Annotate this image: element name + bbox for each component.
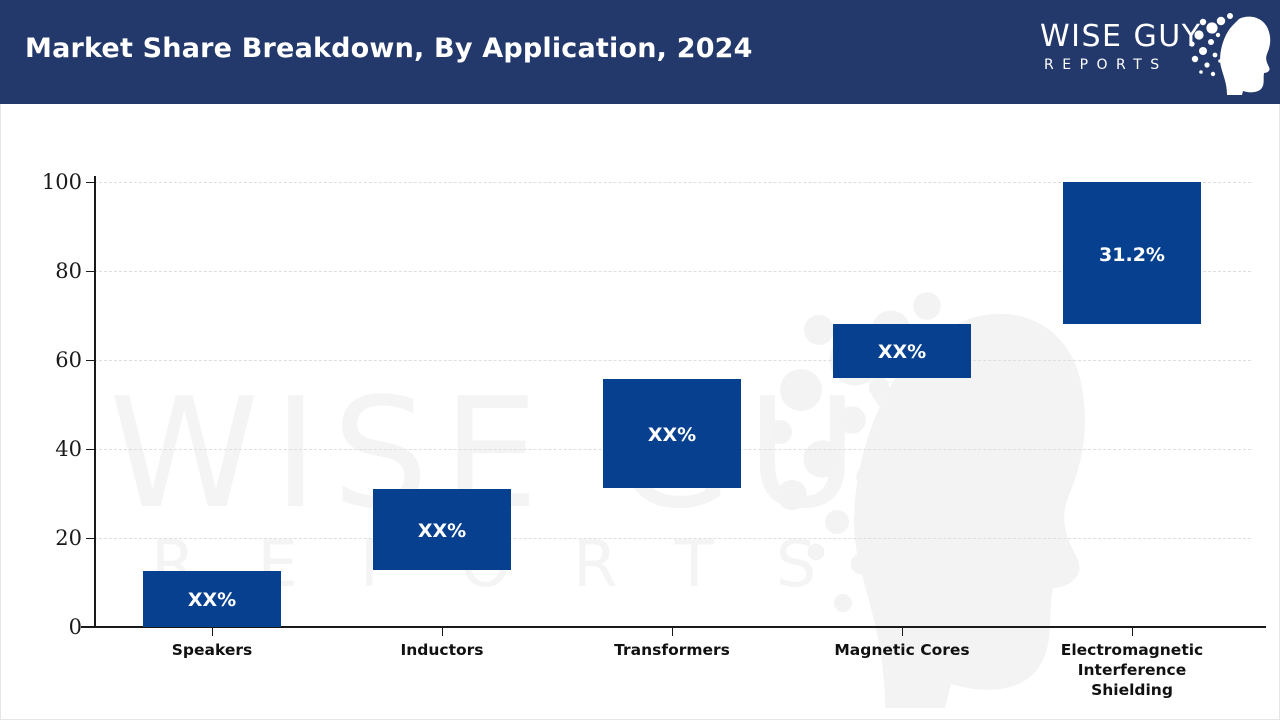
y-tick-label-60: 60: [55, 348, 82, 372]
bar-emi-shielding[interactable]: 31.2%: [1063, 182, 1201, 324]
bar-label-inductors: XX%: [417, 520, 467, 542]
logo-head-silhouette-icon: [1189, 13, 1271, 95]
x-tick-label-line: Shielding: [1091, 681, 1173, 699]
y-tick-mark-20: [86, 538, 95, 539]
bar-label-magnetic-cores: XX%: [877, 341, 927, 363]
x-axis-line: [81, 626, 1266, 628]
gridline-20: [94, 538, 1251, 539]
y-tick-label-80: 80: [55, 259, 82, 283]
x-tick-mark-inductors: [442, 628, 443, 636]
x-tick-mark-transformers: [672, 628, 673, 636]
y-tick-label-40: 40: [55, 437, 82, 461]
bar-speakers[interactable]: XX%: [143, 571, 281, 627]
bar-label-emi-shielding: 31.2%: [1099, 244, 1165, 266]
logo-secondary-text: REPORTS: [1044, 57, 1168, 73]
y-tick-mark-40: [86, 449, 95, 450]
bar-transformers[interactable]: XX%: [603, 379, 741, 488]
y-tick-mark-60: [86, 360, 95, 361]
logo-primary-text: WISE GUY: [1040, 19, 1202, 54]
x-tick-label-line: Transformers: [614, 641, 730, 659]
y-axis-line: [94, 176, 96, 628]
x-tick-mark-magnetic-cores: [902, 628, 903, 636]
x-tick-label-line: Magnetic Cores: [834, 641, 970, 659]
x-tick-label-line: Interference: [1077, 661, 1187, 679]
x-tick-mark-speakers: [212, 628, 213, 636]
y-tick-label-100: 100: [41, 170, 82, 194]
bar-label-speakers: XX%: [187, 589, 237, 611]
x-tick-label-line: Inductors: [400, 641, 484, 659]
y-tick-mark-80: [86, 271, 95, 272]
x-tick-label-line: Electromagnetic: [1060, 641, 1204, 659]
page-title: Market Share Breakdown, By Application, …: [25, 33, 753, 64]
x-tick-label-inductors: Inductors: [342, 640, 542, 660]
wise-guy-reports-logo: WISE GUY REPORTS: [1035, 9, 1275, 97]
gridline-80: [94, 271, 1251, 272]
x-tick-label-line: Speakers: [171, 641, 253, 659]
gridline-100: [94, 182, 1251, 183]
x-tick-label-emi-shielding: Electromagnetic Interference Shielding: [1032, 640, 1232, 700]
header-bar: Market Share Breakdown, By Application, …: [0, 0, 1280, 104]
bar-inductors[interactable]: XX%: [373, 489, 511, 570]
chart-frame: WISE GUY REPORTS: [0, 104, 1280, 720]
x-tick-label-speakers: Speakers: [112, 640, 312, 660]
bar-label-transformers: XX%: [647, 424, 697, 446]
bar-magnetic-cores[interactable]: XX%: [833, 324, 971, 378]
plot-area: 100 80 60 40 20 0 XX% XX% XX% XX% 31.2%: [1, 104, 1280, 720]
x-tick-mark-emi-shielding: [1132, 628, 1133, 636]
y-tick-mark-100: [86, 182, 95, 183]
gridline-60: [94, 360, 1251, 361]
y-tick-mark-0: [86, 627, 95, 628]
y-tick-label-0: 0: [68, 615, 82, 639]
y-tick-label-20: 20: [55, 526, 82, 550]
x-tick-label-transformers: Transformers: [572, 640, 772, 660]
x-tick-label-magnetic-cores: Magnetic Cores: [802, 640, 1002, 660]
